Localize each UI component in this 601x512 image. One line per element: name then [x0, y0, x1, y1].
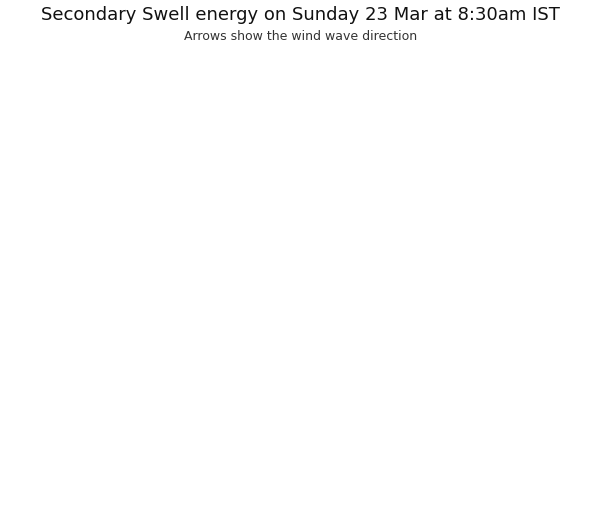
Text: Arrows show the wind wave direction: Arrows show the wind wave direction [184, 30, 417, 43]
Text: Secondary Swell energy on Sunday 23 Mar at 8:30am IST: Secondary Swell energy on Sunday 23 Mar … [41, 6, 560, 24]
Text: cartopy required: cartopy required [243, 272, 358, 287]
